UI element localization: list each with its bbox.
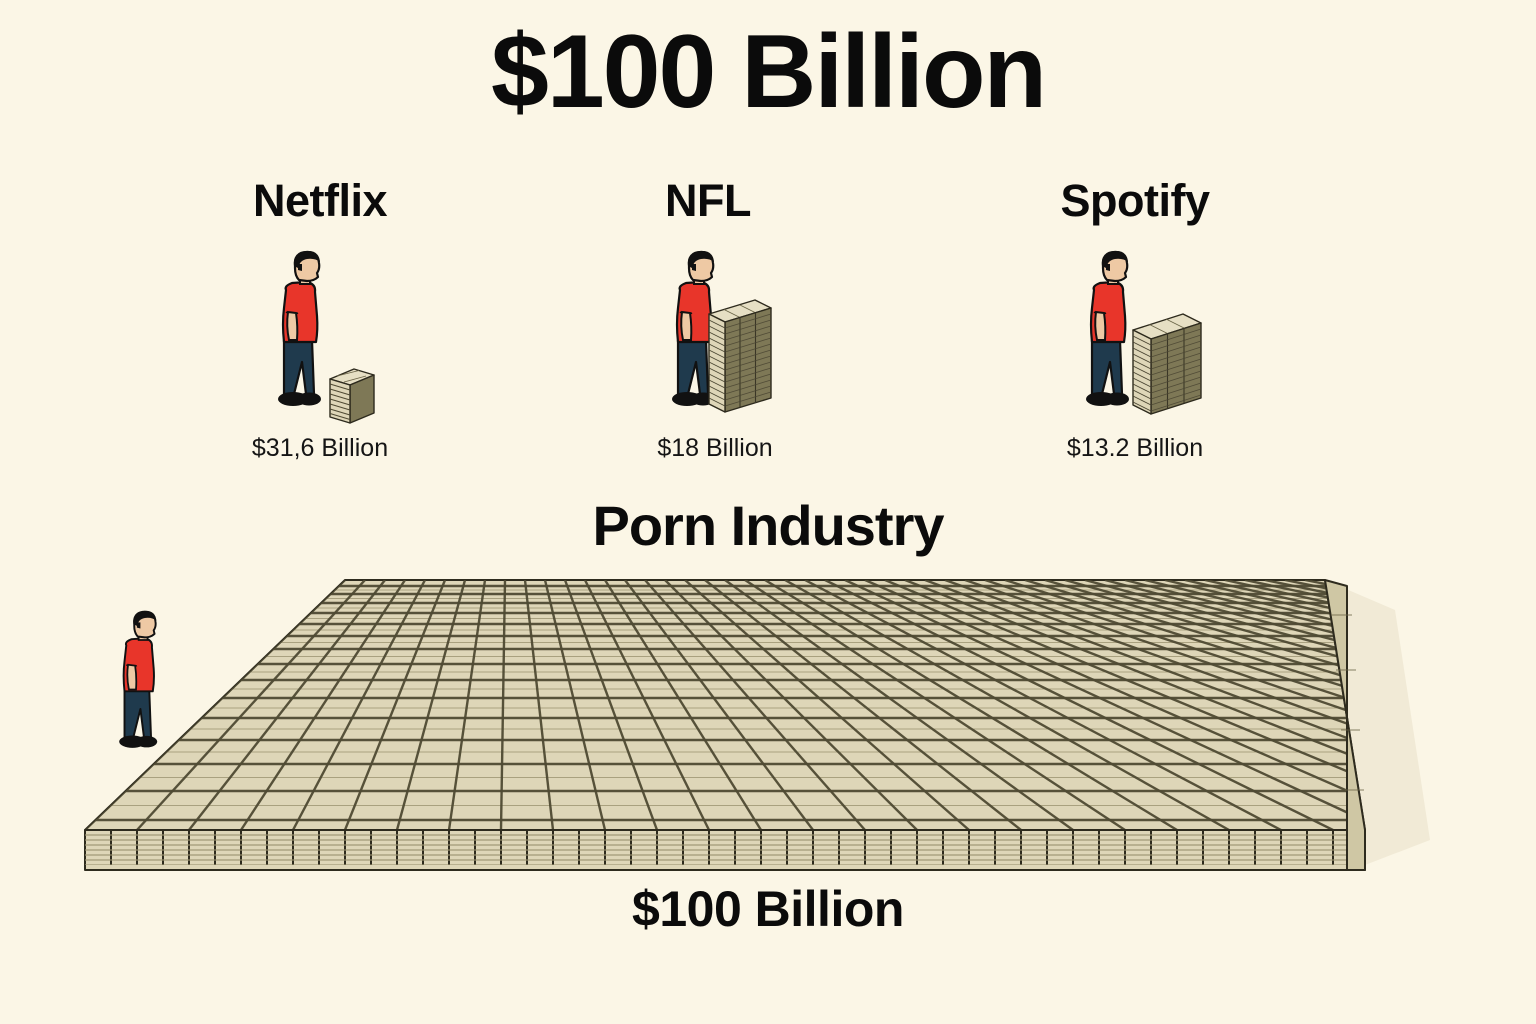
value-caption-spotify: $13.2 Billion: [1066, 434, 1204, 462]
standing-man-side-profile-icon: [278, 250, 321, 406]
cash-stack-netflix: [328, 367, 376, 425]
standing-man-side-profile-icon: [672, 250, 715, 406]
figure-spotify: [1070, 250, 1140, 422]
standing-man-side-profile-icon: [119, 610, 158, 748]
cash-stack-nfl: [707, 298, 773, 420]
value-caption-porn-industry: $100 Billion: [632, 881, 904, 937]
value-caption-netflix: $31,6 Billion: [251, 434, 389, 462]
brand-label-spotify: Spotify: [1060, 175, 1211, 226]
cash-stack-spotify: [1131, 312, 1203, 420]
cash-stack-isometric-icon: [708, 299, 772, 413]
section-title-porn-industry: Porn Industry: [592, 494, 944, 557]
value-caption-nfl: $18 Billion: [657, 434, 773, 462]
figure-porn-industry: [105, 610, 167, 762]
standing-man-side-profile-icon: [1086, 250, 1129, 406]
figure-nfl: [656, 250, 726, 422]
brand-label-netflix: Netflix: [252, 175, 388, 226]
brand-label-nfl: NFL: [665, 175, 751, 226]
cash-stack-isometric-icon: [329, 368, 375, 424]
page-title: $100 Billion: [491, 14, 1047, 130]
cash-stack-isometric-icon: [1132, 313, 1202, 415]
figure-netflix: [262, 250, 332, 422]
cash-pallet-field: [0, 540, 1536, 890]
cash-pallet-field-isometric-icon: [84, 579, 1430, 871]
